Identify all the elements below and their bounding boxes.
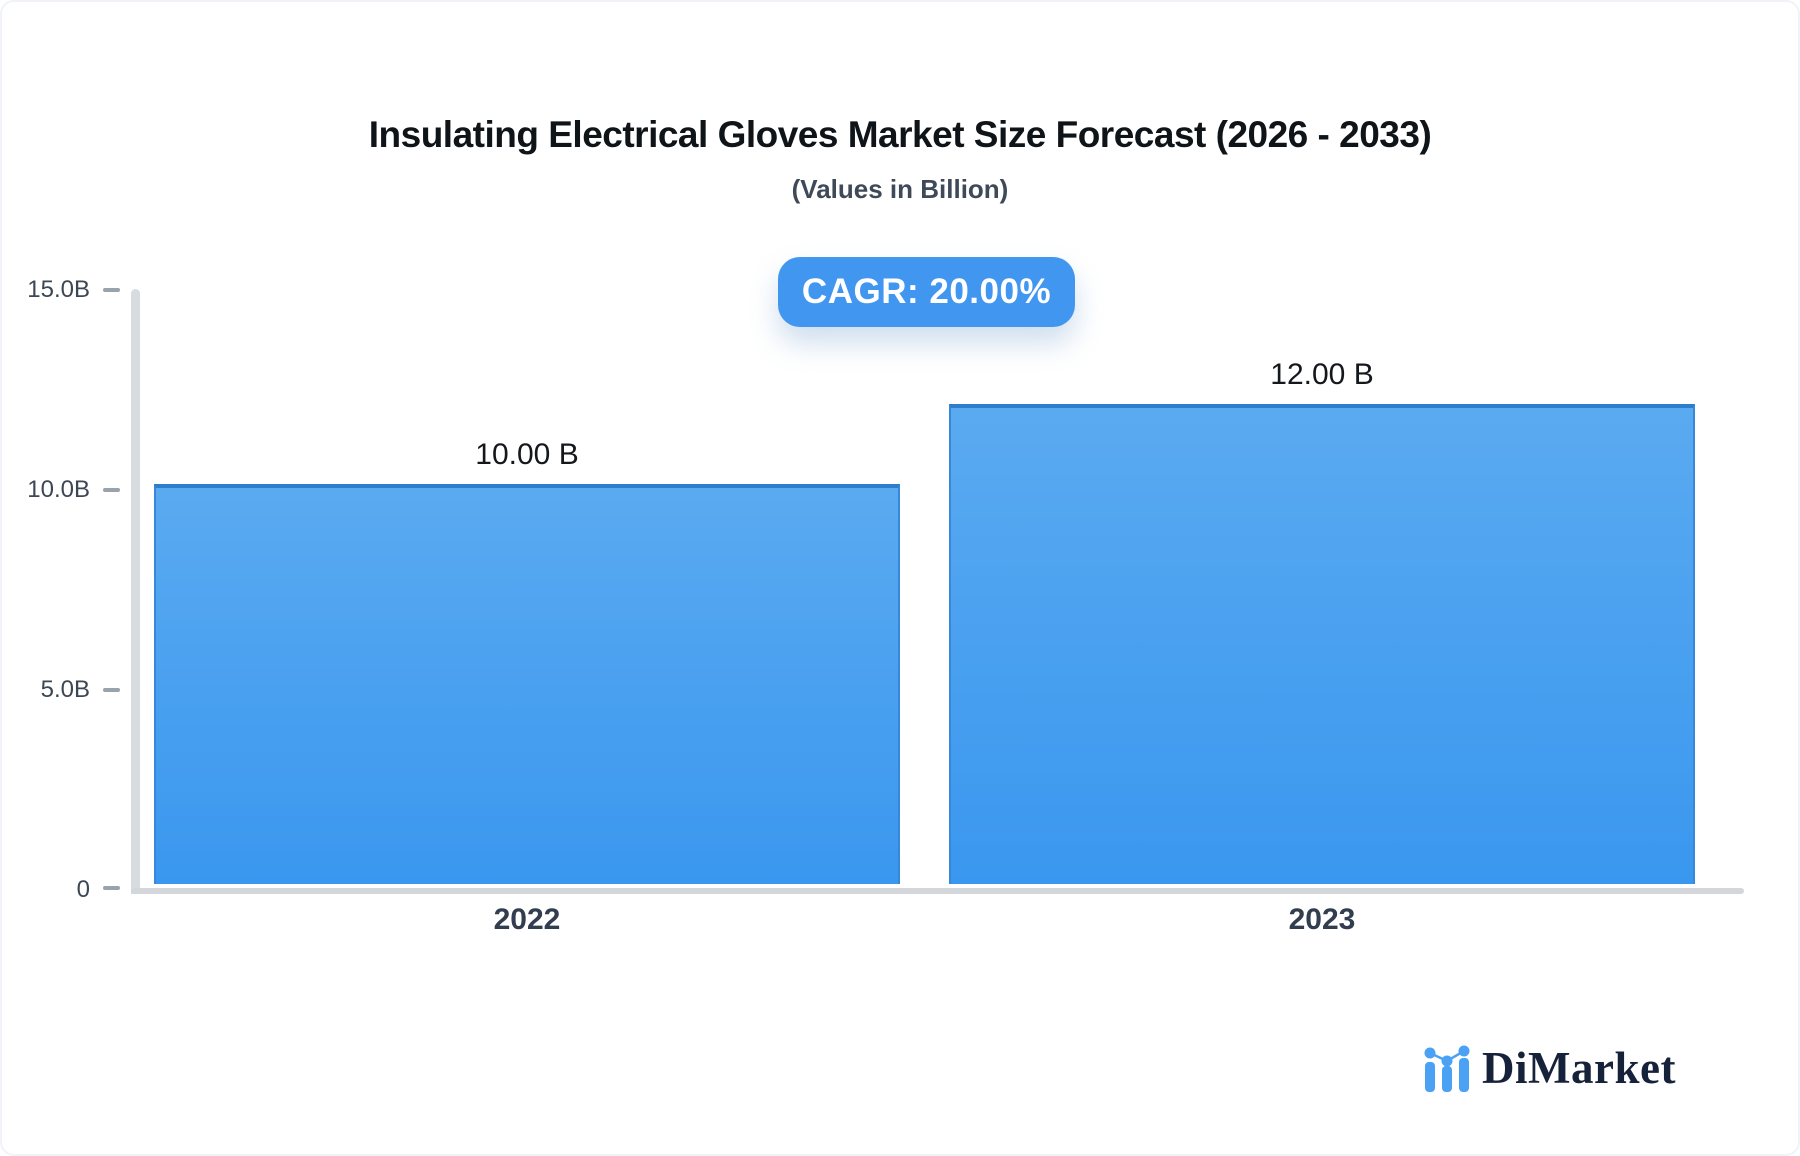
- y-tick-mark: [103, 488, 120, 492]
- y-axis-line: [131, 289, 140, 894]
- y-tick-label-0: 0: [76, 876, 90, 903]
- y-tick-mark: [103, 288, 120, 292]
- brand-name: DiMarket: [1482, 1043, 1676, 1093]
- y-tick-label-10b: 10.0B: [27, 476, 90, 503]
- dimarket-logo: DiMarket: [1423, 1042, 1676, 1094]
- bar-line-chart-icon: [1423, 1045, 1471, 1092]
- y-tick-mark: [103, 886, 120, 890]
- y-tick-label-15b: 15.0B: [27, 276, 90, 303]
- bar-2023[interactable]: [949, 404, 1695, 884]
- x-category-label-2023: 2023: [1288, 903, 1356, 936]
- bar-value-label-2022: 10.00 B: [475, 438, 579, 471]
- bar-value-label-2023: 12.00 B: [1270, 358, 1374, 391]
- x-axis-line: [131, 888, 1744, 894]
- bar-2022[interactable]: [154, 484, 900, 884]
- y-tick-label-5b: 5.0B: [40, 676, 90, 703]
- cagr-badge: CAGR: 20.00%: [778, 257, 1075, 327]
- chart-title: Insulating Electrical Gloves Market Size…: [368, 114, 1432, 155]
- cagr-badge-label: CAGR: 20.00%: [801, 272, 1052, 311]
- y-tick-mark: [103, 688, 120, 692]
- chart-subtitle: (Values in Billion): [791, 174, 1009, 204]
- x-category-label-2022: 2022: [493, 903, 561, 936]
